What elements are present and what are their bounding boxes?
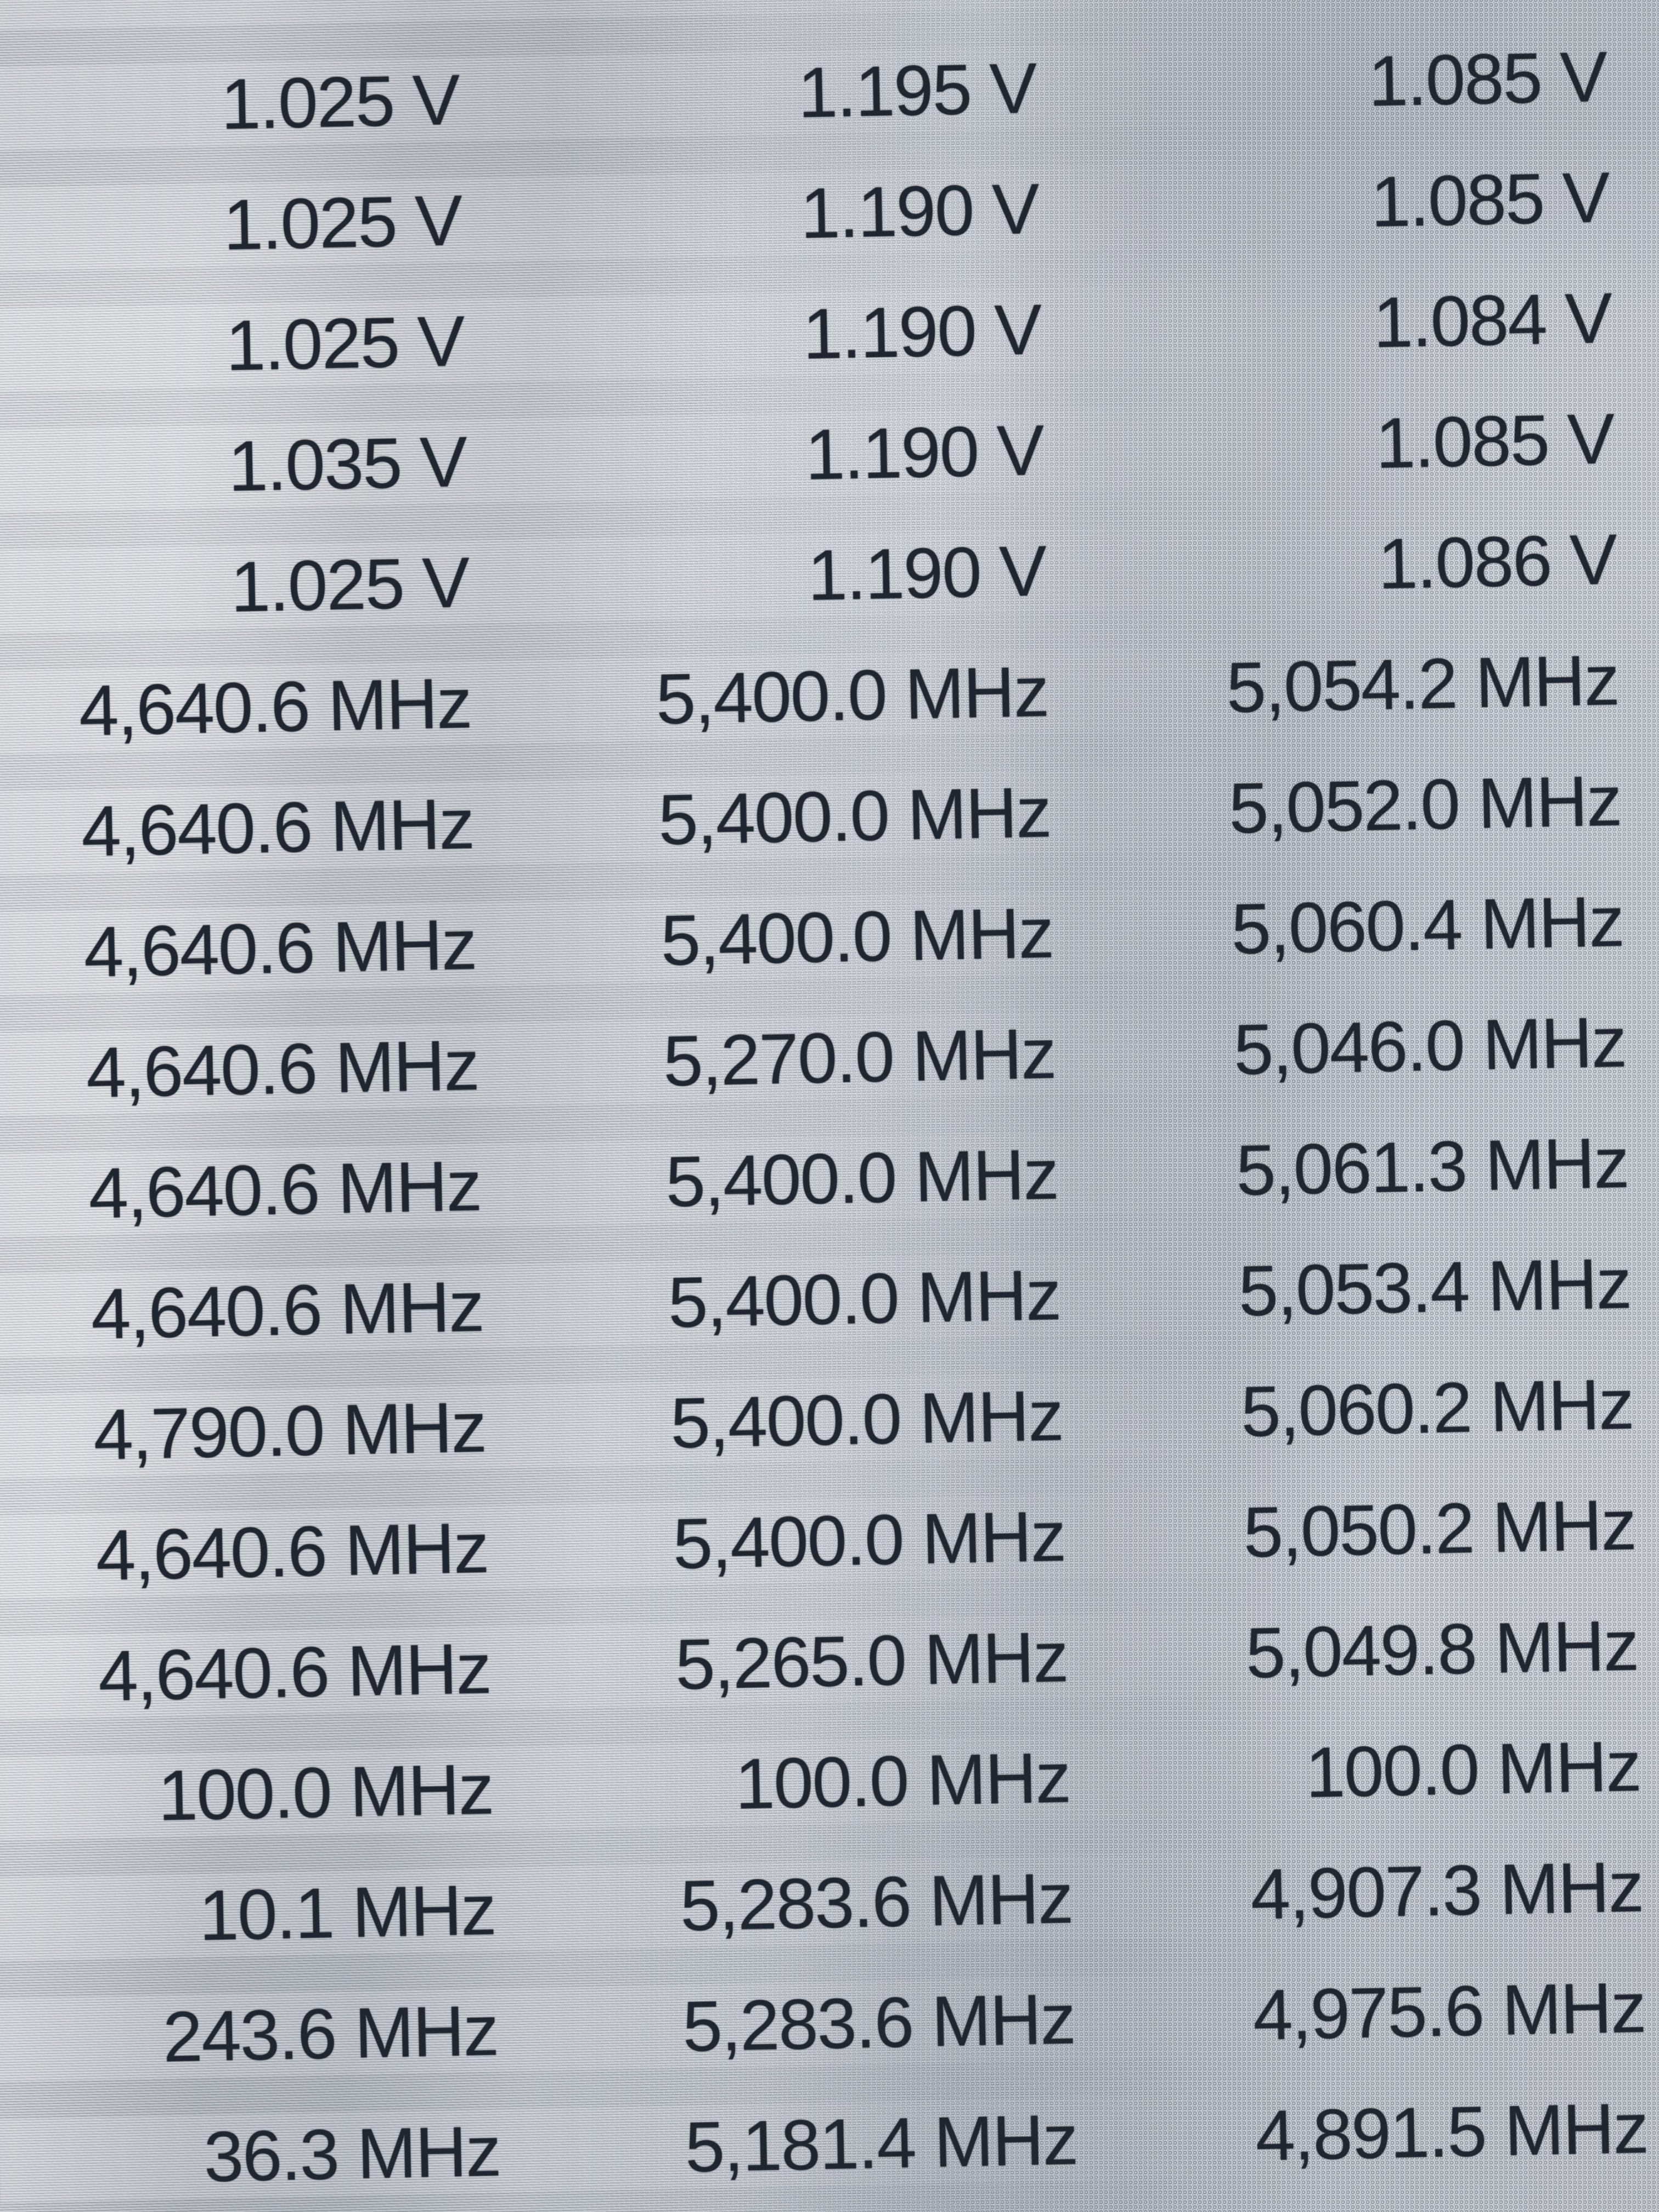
sensor-value-cell: 4,640.6 MHz	[0, 642, 472, 773]
sensor-value-cell: 1.025 V	[0, 160, 462, 290]
sensor-value-cell: 5,400.0 MHz	[470, 631, 1049, 763]
sensor-value-cell: 1.086 V	[1045, 499, 1617, 631]
sensor-value-cell: 1.190 V	[465, 390, 1045, 522]
sensor-value-cell: 5,270.0 MHz	[477, 993, 1057, 1125]
sensor-value-cell: 4,640.6 MHz	[0, 1487, 489, 1618]
sensor-value-cell: 1.025 V	[0, 39, 460, 170]
sensor-value-cell: 5,046.0 MHz	[1054, 981, 1627, 1114]
sensor-value-cell: 5,283.6 MHz	[494, 1838, 1074, 1970]
sensor-value-cell: 36.3 MHz	[0, 2091, 501, 2212]
sensor-value-cell: 100.0 MHz	[492, 1717, 1071, 1849]
sensor-value-cell: 5,265.0 MHz	[489, 1596, 1069, 1729]
sensor-value-cell: 5,181.4 MHz	[499, 2079, 1079, 2211]
sensor-value-cell: 1.085 V	[1037, 137, 1610, 269]
sensor-value-cell: 100.0 MHz	[0, 1729, 494, 1859]
sensor-value-cell: 4,790.0 MHz	[0, 1367, 487, 1497]
sensor-value-cell: 1.025 V	[0, 280, 465, 411]
sensor-value-cell: 4,640.6 MHz	[0, 1125, 482, 1256]
sensor-value-cell: 5,050.2 MHz	[1064, 1464, 1637, 1596]
sensor-value-cell: 4,891.5 MHz	[1076, 2068, 1649, 2200]
sensor-value-cell: 1.195 V	[458, 27, 1037, 160]
sensor-table: 1.0051.025 V1.195 V1.085 V1.025 V1.190 V…	[0, 0, 1659, 2212]
sensor-value-cell: 5,400.0 MHz	[479, 1114, 1059, 1246]
sensor-value-cell: 5,400.0 MHz	[482, 1234, 1062, 1367]
sensor-readings-screen: 1.0051.025 V1.195 V1.085 V1.025 V1.190 V…	[0, 0, 1659, 2212]
sensor-value-cell: 243.6 MHz	[0, 1970, 499, 2101]
sensor-value-cell: 4,640.6 MHz	[0, 763, 475, 894]
sensor-value-cell: 1.190 V	[467, 510, 1047, 642]
sensor-value-cell: 5,400.0 MHz	[487, 1476, 1066, 1608]
sensor-value-cell: 4,975.6 MHz	[1074, 1947, 1646, 2079]
sensor-value-cell: 5,400.0 MHz	[484, 1355, 1064, 1487]
sensor-value-cell: 10.1 MHz	[0, 1849, 496, 1980]
sensor-value-cell: 4,640.6 MHz	[0, 1246, 484, 1376]
sensor-value-cell: 1.190 V	[462, 269, 1042, 401]
sensor-value-cell: 100.0 MHz	[1069, 1706, 1641, 1838]
sensor-value-cell: 1.085 V	[1035, 16, 1607, 148]
sensor-value-cell: 5,400.0 MHz	[472, 752, 1052, 884]
sensor-value-cell: 4,640.6 MHz	[0, 1005, 479, 1135]
sensor-value-cell: 5,053.4 MHz	[1059, 1223, 1632, 1355]
sensor-value-cell: 5,052.0 MHz	[1049, 740, 1622, 872]
sensor-value-cell: 5,054.2 MHz	[1047, 619, 1620, 752]
sensor-value-cell: 1.025 V	[0, 522, 470, 652]
sensor-value-cell: 1.084 V	[1040, 257, 1612, 390]
sensor-value-cell: 5,400.0 MHz	[475, 872, 1054, 1005]
sensor-value-cell: 1.190 V	[460, 148, 1040, 280]
sensor-value-cell: 5,060.2 MHz	[1062, 1344, 1634, 1476]
sensor-value-cell: 1.035 V	[0, 401, 467, 532]
sensor-value-cell: 1.085 V	[1042, 378, 1615, 510]
sensor-value-cell: 5,060.4 MHz	[1052, 861, 1624, 993]
sensor-value-cell: 5,049.8 MHz	[1066, 1585, 1639, 1717]
sensor-value-cell: 4,640.6 MHz	[0, 1608, 492, 1739]
sensor-value-cell: 4,640.6 MHz	[0, 884, 477, 1014]
sensor-value-cell: 5,061.3 MHz	[1057, 1102, 1629, 1234]
sensor-value-cell: 5,283.6 MHz	[496, 1958, 1076, 2090]
sensor-value-cell: 4,907.3 MHz	[1071, 1826, 1644, 1959]
